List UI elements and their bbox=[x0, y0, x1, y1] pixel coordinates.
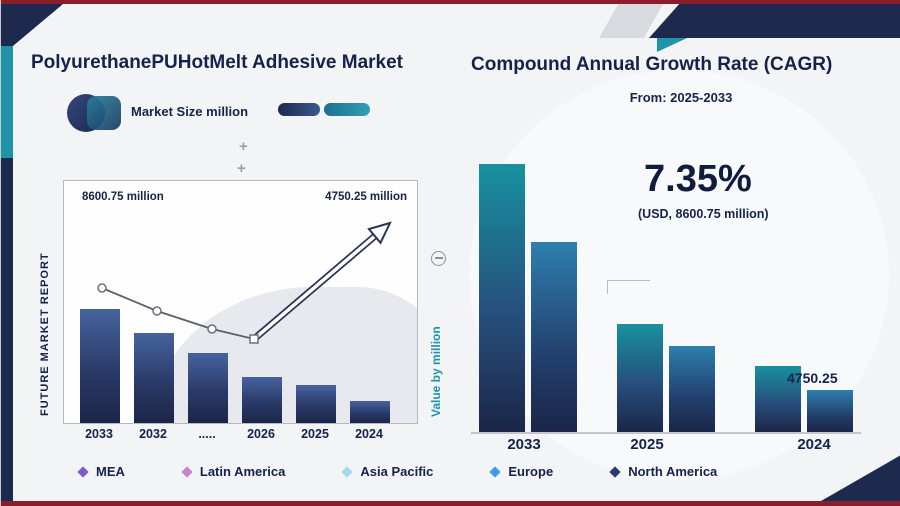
top-accent-line bbox=[1, 0, 900, 4]
right-chart-baseline bbox=[471, 432, 861, 434]
right-x-axis-labels: 2033 2025 2024 bbox=[479, 436, 853, 456]
market-size-bar-2024 bbox=[350, 401, 390, 423]
right-chart-title: Compound Annual Growth Rate (CAGR) bbox=[471, 54, 833, 75]
corner-triangle-bottom-right bbox=[821, 455, 900, 501]
market-size-bars bbox=[80, 309, 390, 423]
legend-label: Latin America bbox=[199, 464, 286, 479]
cagr-bar-group-2024 bbox=[755, 366, 853, 432]
cagr-bar-groups bbox=[479, 164, 853, 432]
legend-diamond-icon bbox=[489, 465, 502, 478]
region-legend: MEA Latin America Asia Pacific Europe North … bbox=[77, 464, 718, 479]
legend-item-mea: MEA bbox=[77, 464, 125, 479]
legend-item-latin-america: Latin America bbox=[181, 464, 286, 479]
cagr-value: 7.35% bbox=[644, 158, 752, 200]
left-edge-strip bbox=[1, 46, 13, 501]
bottom-accent-line bbox=[1, 501, 900, 506]
cagr-bar-group-2033 bbox=[479, 164, 577, 432]
right-x-label: 2025 bbox=[630, 436, 664, 453]
legend-diamond-icon bbox=[609, 465, 621, 478]
start-value-annotation: 8600.75 million bbox=[82, 191, 164, 203]
step-bracket-decoration bbox=[607, 280, 650, 294]
top-right-teal-accent bbox=[657, 38, 687, 52]
cagr-bar-primary bbox=[755, 366, 801, 432]
legend-blob-icon-overlay bbox=[87, 96, 121, 130]
market-size-bar-2025 bbox=[296, 385, 336, 423]
trend-line-arrow bbox=[97, 221, 392, 344]
left-y-axis-label: FUTURE MARKET REPORT bbox=[39, 252, 51, 416]
cagr-bar-primary bbox=[479, 164, 525, 432]
plus-decoration-icon: + bbox=[239, 138, 248, 155]
bar-value-annotation: 4750.25 bbox=[787, 370, 838, 386]
legend-label: Europe bbox=[508, 464, 554, 479]
left-x-label: 2032 bbox=[139, 427, 167, 441]
top-right-navy-band bbox=[649, 4, 900, 38]
gradient-pill-teal bbox=[324, 103, 370, 116]
market-size-bar-2026 bbox=[242, 377, 282, 423]
left-edge-strip-teal bbox=[1, 46, 13, 158]
right-x-label: 2033 bbox=[507, 436, 541, 453]
legend-diamond-icon bbox=[341, 465, 354, 478]
market-size-bar-..... bbox=[188, 353, 228, 423]
cagr-bar-secondary bbox=[669, 346, 715, 432]
legend-label: North America bbox=[628, 464, 718, 479]
right-y-axis-label: Value by million bbox=[429, 326, 443, 417]
legend-item-europe: Europe bbox=[489, 464, 554, 479]
circle-minus-icon bbox=[431, 251, 446, 266]
market-size-legend-label: Market Size million bbox=[131, 104, 249, 119]
legend-diamond-icon bbox=[181, 465, 193, 478]
legend-diamond-icon bbox=[77, 465, 89, 478]
legend-label: Asia Pacific bbox=[360, 464, 434, 479]
legend-label: MEA bbox=[96, 464, 125, 479]
left-x-label: 2025 bbox=[301, 427, 329, 441]
end-value-annotation: 4750.25 million bbox=[325, 191, 407, 203]
left-x-label: 2024 bbox=[355, 427, 383, 441]
market-size-bar-2032 bbox=[134, 333, 174, 423]
gradient-pill-navy bbox=[278, 103, 320, 116]
left-x-label: 2026 bbox=[247, 427, 275, 441]
cagr-usd-note: (USD, 8600.75 million) bbox=[638, 207, 769, 221]
cagr-bar-secondary bbox=[531, 242, 577, 432]
right-x-label: 2024 bbox=[797, 436, 831, 453]
cagr-period-subtitle: From: 2025-2033 bbox=[629, 90, 733, 105]
legend-item-asia-pacific: Asia Pacific bbox=[341, 464, 434, 479]
market-size-chart: 8600.75 million 4750.25 million bbox=[63, 180, 418, 424]
cagr-bar-primary bbox=[617, 324, 663, 432]
left-x-label: ..... bbox=[198, 427, 216, 441]
left-chart-title: PolyurethanePUHotMelt Adhesive Market bbox=[31, 52, 403, 73]
market-size-bar-2033 bbox=[80, 309, 120, 423]
cagr-bar-group-2025 bbox=[617, 324, 715, 432]
top-right-gray-band bbox=[599, 4, 663, 38]
left-x-label: 2033 bbox=[85, 427, 113, 441]
cagr-bar-secondary bbox=[807, 390, 853, 432]
legend-item-north-america: North America bbox=[609, 464, 718, 479]
left-x-axis-labels: 2033 2032..... 2026 2025 2024 bbox=[79, 427, 389, 441]
plus-decoration-icon: + bbox=[237, 160, 246, 177]
